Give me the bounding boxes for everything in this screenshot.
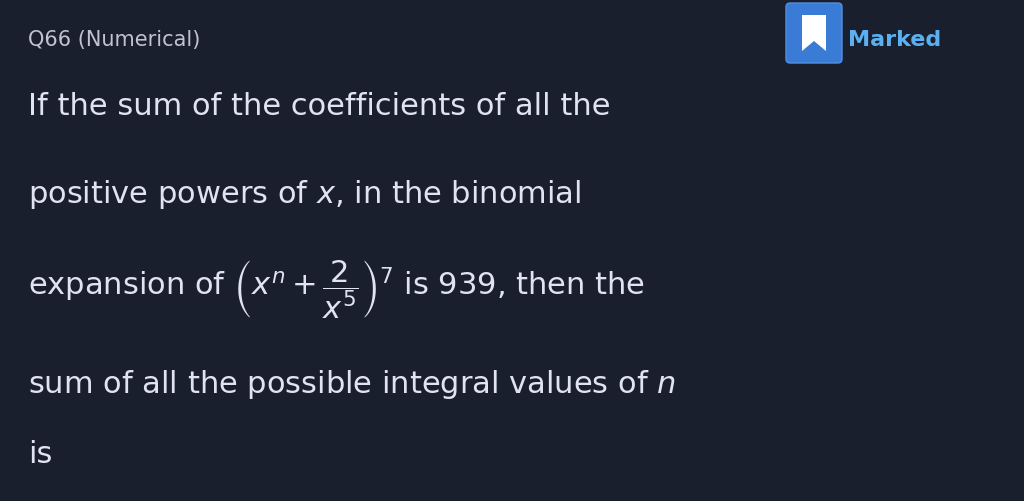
Polygon shape xyxy=(802,16,826,52)
Text: expansion of $\left(x^{n}+\dfrac{2}{x^{5}}\right)^{7}$ is 939, then the: expansion of $\left(x^{n}+\dfrac{2}{x^{5… xyxy=(28,258,645,320)
Text: is: is xyxy=(28,439,52,468)
Text: sum of all the possible integral values of $n$: sum of all the possible integral values … xyxy=(28,367,676,400)
FancyBboxPatch shape xyxy=(786,4,842,64)
Text: Marked: Marked xyxy=(848,30,941,50)
Text: positive powers of $x$, in the binomial: positive powers of $x$, in the binomial xyxy=(28,178,582,210)
Text: If the sum of the coefficients of all the: If the sum of the coefficients of all th… xyxy=(28,92,610,121)
Text: Q66 (Numerical): Q66 (Numerical) xyxy=(28,30,201,50)
